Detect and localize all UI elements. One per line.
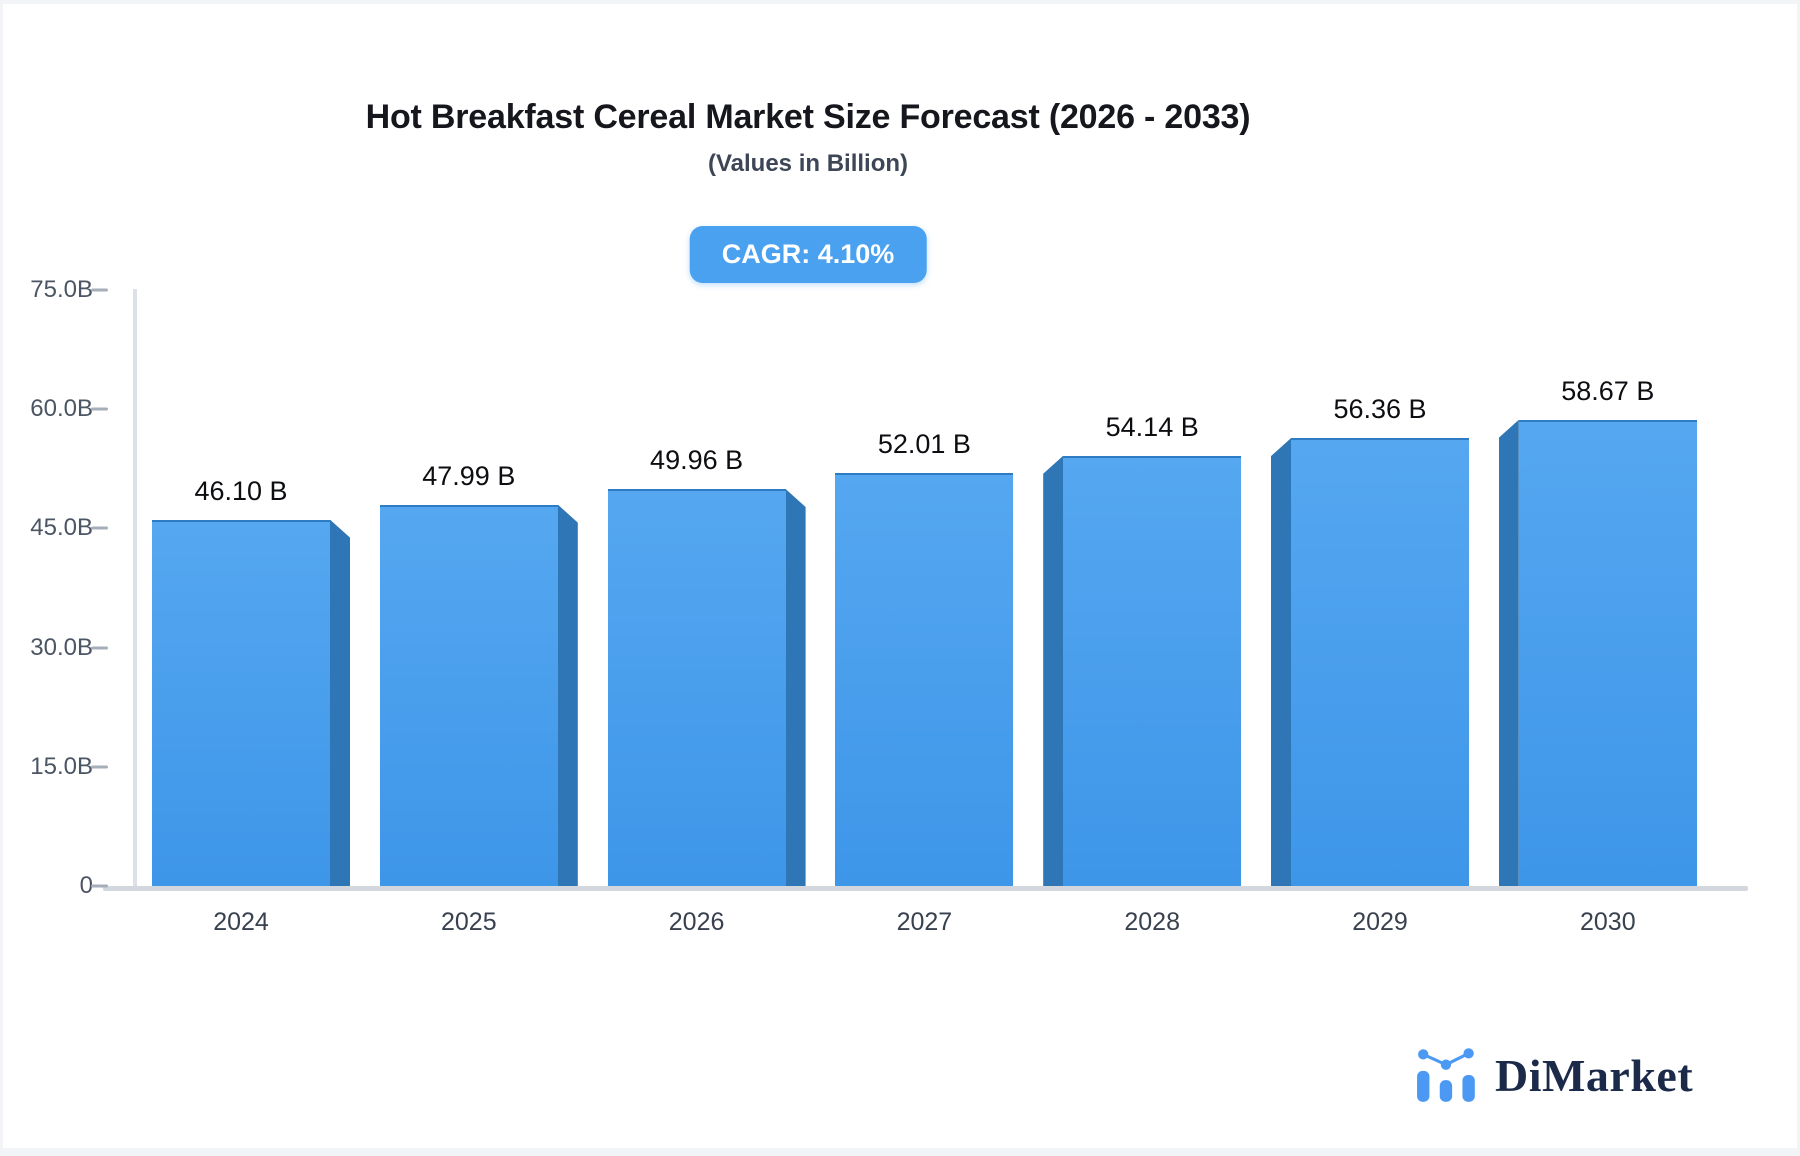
y-tick-mark <box>91 288 108 292</box>
y-tick-label: 0 <box>79 872 93 899</box>
x-tick-label: 2029 <box>1352 908 1408 936</box>
x-tick-label: 2024 <box>213 908 269 936</box>
bar-2026[interactable] <box>607 488 786 886</box>
bar-chart-logo-icon <box>1417 1048 1475 1102</box>
y-tick-mark <box>91 407 108 411</box>
x-tick-label: 2025 <box>440 908 497 936</box>
chart-card: Hot Breakfast Cereal Market Size Forecas… <box>3 4 1797 1148</box>
bar-value-label: 47.99 B <box>422 460 516 491</box>
x-tick-label: 2026 <box>668 908 725 936</box>
bar-value-label: 54.14 B <box>1105 411 1199 442</box>
y-tick-mark <box>91 765 108 769</box>
bar-3d-side <box>785 488 806 886</box>
x-tick-label: 2027 <box>896 908 953 936</box>
cagr-badge: CAGR: 4.10% <box>689 226 927 283</box>
bar-3d-side <box>1271 438 1291 886</box>
bar-value-label: 58.67 B <box>1561 375 1655 406</box>
y-tick-label: 45.0B <box>30 514 93 542</box>
x-axis-baseline <box>103 886 1748 891</box>
y-tick-mark <box>91 884 108 888</box>
bar-value-label: 46.10 B <box>194 475 288 506</box>
chart-title: Hot Breakfast Cereal Market Size Forecas… <box>365 98 1251 136</box>
bar-2028[interactable] <box>1063 455 1242 886</box>
x-tick-label: 2028 <box>1124 908 1180 936</box>
y-tick-label: 60.0B <box>30 395 93 423</box>
bar-2029[interactable] <box>1291 438 1469 886</box>
bar-2027[interactable] <box>835 472 1014 886</box>
logo-text: DiMarket <box>1495 1049 1694 1101</box>
bar-3d-side <box>1043 455 1064 886</box>
bar-2025[interactable] <box>379 504 558 886</box>
bar-value-label: 56.36 B <box>1333 394 1427 425</box>
bar-3d-side <box>557 504 578 886</box>
bar-value-label: 49.96 B <box>650 444 744 475</box>
bar-3d-side <box>330 519 350 886</box>
y-tick-label: 30.0B <box>30 633 93 661</box>
y-tick-label: 75.0B <box>30 276 93 303</box>
y-tick-mark <box>91 526 108 530</box>
bar-value-label: 52.01 B <box>877 428 971 459</box>
dimarket-logo: DiMarket <box>1415 1046 1693 1104</box>
y-axis-line <box>133 289 137 891</box>
y-tick-mark <box>91 646 108 650</box>
bar-2030[interactable] <box>1518 419 1697 886</box>
bar-2024[interactable] <box>152 519 330 886</box>
x-tick-label: 2030 <box>1579 908 1636 936</box>
chart-subtitle: (Values in Billion) <box>707 150 909 177</box>
bar-3d-side <box>1498 419 1519 886</box>
y-tick-label: 15.0B <box>30 752 93 780</box>
